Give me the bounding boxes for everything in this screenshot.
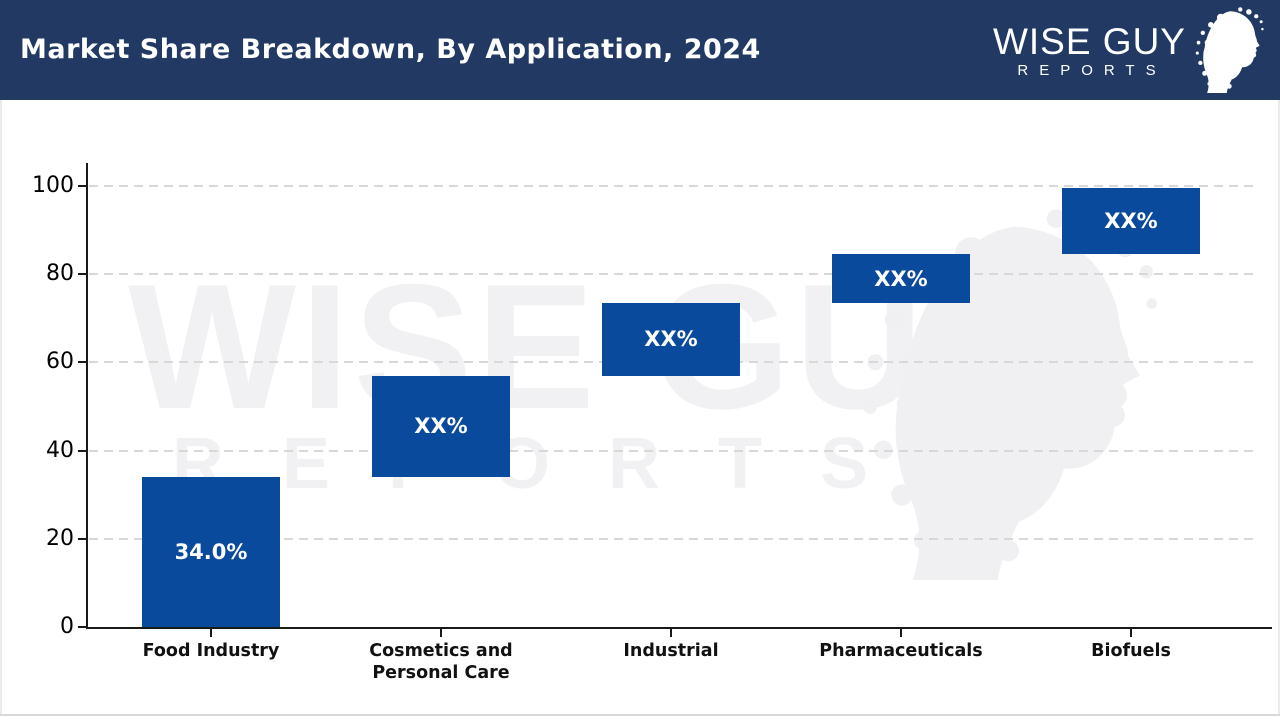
y-tick-label: 40 [46,437,74,463]
y-tick-mark [78,361,86,364]
bar-pharmaceuticals [832,254,970,303]
y-tick-mark [78,185,86,187]
bar-value-label: XX% [1104,209,1158,234]
y-tick-mark [78,626,86,628]
watermark-text-secondary: REPORTS [172,424,927,504]
bar-industrial [602,302,740,376]
bar-cosmetics-and-personal-care [372,375,510,478]
y-tick-mark [78,273,86,276]
y-tick-label: 100 [32,173,74,198]
logo-secondary-text: REPORTS [1017,61,1167,79]
x-tick-mark [900,629,902,637]
x-axis-line [86,627,1272,629]
gridline [89,537,1254,540]
x-axis-label: Cosmetics and Personal Care [369,641,513,683]
logo-face-icon [1195,7,1264,93]
y-tick-label: 60 [46,349,74,375]
y-tick-mark [78,449,86,452]
gridline [89,449,1254,452]
page-title: Market Share Breakdown, By Application, … [20,34,761,65]
y-tick-label: 0 [60,614,74,639]
x-axis-label: Pharmaceuticals [819,641,983,661]
x-tick-mark [670,629,672,637]
x-tick-mark [210,629,212,637]
bar-value-label: 34.0% [174,540,248,565]
logo-primary-text: WISE GUY [992,21,1186,63]
gridline [89,185,1254,187]
bar-food-industry [142,477,280,627]
bar-biofuels [1062,188,1200,255]
header-bar: Market Share Breakdown, By Application, … [0,0,1280,100]
x-tick-mark [1130,629,1132,637]
bottom-border [0,714,1280,716]
x-axis-label: Biofuels [1091,641,1171,661]
bar-value-label: XX% [874,266,928,291]
x-tick-mark [440,629,442,637]
y-tick-label: 80 [46,261,74,287]
logo-text-block: WISE GUY REPORTS [992,21,1186,79]
x-axis-label: Food Industry [142,641,280,661]
bar-value-label: XX% [414,414,468,439]
y-tick-label: 20 [46,525,74,551]
y-axis-line [86,163,88,629]
bar-value-label: XX% [644,327,698,352]
y-tick-mark [78,537,86,540]
gridline [89,273,1254,276]
wiseguy-logo: WISE GUY REPORTS [993,6,1266,94]
x-axis-label: Industrial [623,641,719,661]
